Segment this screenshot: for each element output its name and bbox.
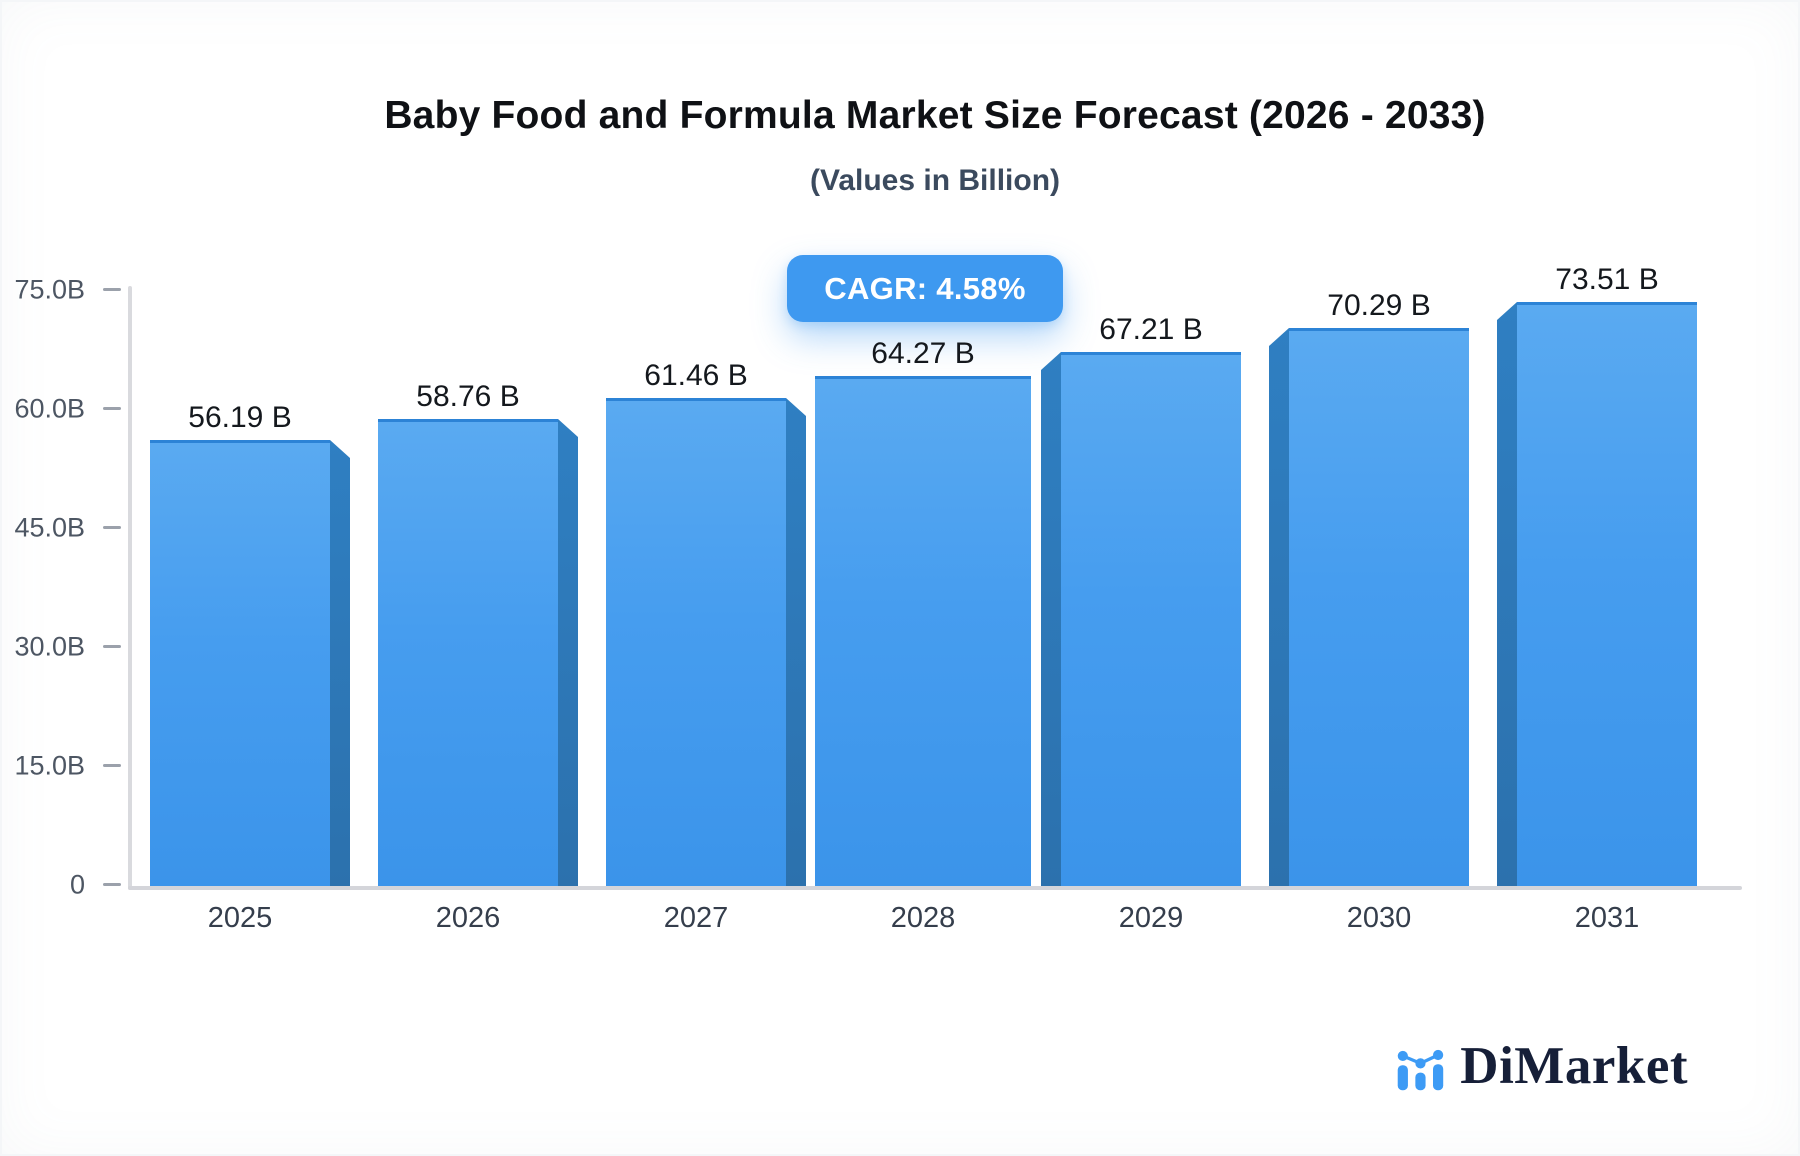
- y-tick-mark: [103, 764, 121, 767]
- y-tick-label: 75.0B: [14, 274, 85, 305]
- cagr-badge: CAGR: 4.58%: [787, 255, 1063, 322]
- x-axis-label-2031: 2031: [1574, 902, 1640, 934]
- chart-title: Baby Food and Formula Market Size Foreca…: [384, 94, 1486, 137]
- bar-value-label: 67.21 B: [1099, 313, 1203, 346]
- bar-2029[interactable]: 67.21 B: [1041, 313, 1241, 886]
- y-tick-mark: [103, 526, 121, 529]
- bar-2028[interactable]: 64.27 B: [815, 337, 1031, 886]
- y-tick-label: 45.0B: [14, 512, 85, 543]
- x-axis-label-2026: 2026: [435, 902, 501, 934]
- bar-side-face: [1269, 328, 1289, 886]
- bar-side-face: [1497, 302, 1517, 886]
- x-axis-label-2030: 2030: [1346, 902, 1412, 934]
- y-tick-label: 15.0B: [14, 750, 85, 781]
- x-axis-label-2029: 2029: [1118, 902, 1184, 934]
- bar-2027[interactable]: 61.46 B: [606, 359, 806, 886]
- dimarket-logo-icon: [1398, 1049, 1444, 1091]
- bar-2031[interactable]: 73.51 B: [1497, 263, 1697, 886]
- bar-face: [815, 376, 1031, 886]
- x-axis-line: [128, 886, 1742, 890]
- y-tick-mark: [103, 883, 121, 886]
- bar-face: [606, 398, 786, 886]
- y-tick-label: 30.0B: [14, 631, 85, 662]
- y-tick-mark: [103, 288, 121, 291]
- bar-side-face: [558, 419, 578, 886]
- y-axis-line: [128, 286, 132, 890]
- x-axis-label-2025: 2025: [207, 902, 273, 934]
- x-axis-label-2027: 2027: [663, 902, 729, 934]
- dimarket-logo-text: DiMarket: [1460, 1037, 1688, 1095]
- bar-face: [1289, 328, 1469, 886]
- y-tick-mark: [103, 407, 121, 410]
- y-tick-mark: [103, 645, 121, 648]
- bar-2026[interactable]: 58.76 B: [378, 380, 578, 886]
- bar-side-face: [330, 440, 350, 886]
- bar-value-label: 64.27 B: [871, 337, 975, 370]
- bar-side-face: [786, 398, 806, 886]
- y-tick-label: 60.0B: [14, 393, 85, 424]
- chart-subtitle: (Values in Billion): [809, 164, 1061, 197]
- bar-face: [1061, 352, 1241, 886]
- y-tick-label: 0: [69, 869, 85, 900]
- dimarket-logo: DiMarket: [1394, 1038, 1688, 1094]
- bar-value-label: 58.76 B: [416, 380, 520, 413]
- bar-value-label: 70.29 B: [1327, 289, 1431, 322]
- x-axis-label-2028: 2028: [890, 902, 956, 934]
- cagr-badge-label: CAGR: 4.58%: [824, 270, 1026, 306]
- bar-value-label: 73.51 B: [1555, 263, 1659, 296]
- bar-2025[interactable]: 56.19 B: [150, 401, 350, 886]
- bar-face: [378, 419, 558, 886]
- bar-value-label: 61.46 B: [644, 359, 748, 392]
- bar-face: [1517, 302, 1697, 886]
- bar-value-label: 56.19 B: [188, 401, 292, 434]
- bar-face: [150, 440, 330, 886]
- bar-2030[interactable]: 70.29 B: [1269, 289, 1469, 886]
- bar-side-face: [1041, 352, 1061, 886]
